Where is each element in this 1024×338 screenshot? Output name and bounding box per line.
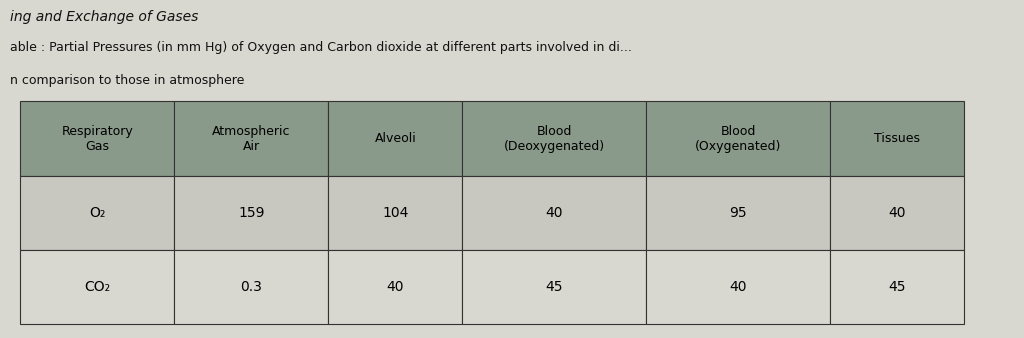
Text: Tissues: Tissues — [874, 132, 920, 145]
Text: 95: 95 — [729, 206, 746, 220]
Text: 0.3: 0.3 — [241, 280, 262, 294]
Text: Alveoli: Alveoli — [375, 132, 417, 145]
Text: 40: 40 — [546, 206, 563, 220]
Text: n comparison to those in atmosphere: n comparison to those in atmosphere — [10, 74, 245, 87]
Text: Respiratory
Gas: Respiratory Gas — [61, 125, 133, 152]
Text: Atmospheric
Air: Atmospheric Air — [212, 125, 291, 152]
Text: O₂: O₂ — [89, 206, 105, 220]
Text: 45: 45 — [546, 280, 563, 294]
Text: 40: 40 — [387, 280, 404, 294]
Text: able : Partial Pressures (in mm Hg) of Oxygen and Carbon dioxide at different pa: able : Partial Pressures (in mm Hg) of O… — [10, 41, 632, 53]
Text: CO₂: CO₂ — [84, 280, 111, 294]
Text: 45: 45 — [888, 280, 906, 294]
Text: ing and Exchange of Gases: ing and Exchange of Gases — [10, 10, 199, 24]
Text: 159: 159 — [239, 206, 264, 220]
Text: 104: 104 — [382, 206, 409, 220]
Text: Blood
(Oxygenated): Blood (Oxygenated) — [695, 125, 781, 152]
Text: 40: 40 — [729, 280, 746, 294]
Text: Blood
(Deoxygenated): Blood (Deoxygenated) — [504, 125, 605, 152]
Text: 40: 40 — [888, 206, 906, 220]
